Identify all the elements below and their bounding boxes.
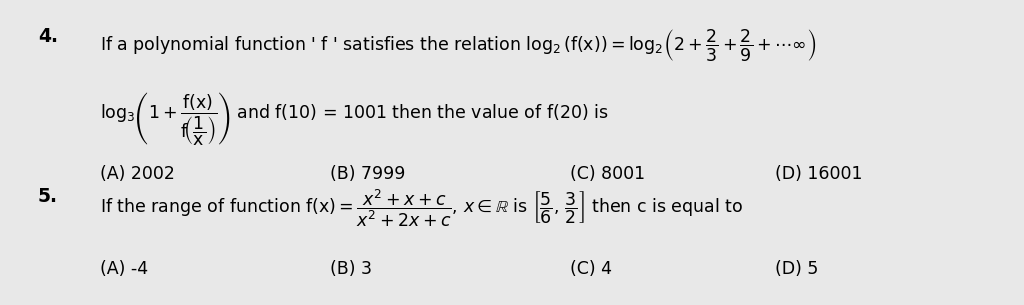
Text: 4.: 4. [38,27,58,46]
Text: (A) -4: (A) -4 [100,260,148,278]
Text: If the range of function $\mathrm{f(x)} = \dfrac{x^2+x+c}{x^2+2x+c}$, $x \in \ma: If the range of function $\mathrm{f(x)} … [100,187,743,229]
Text: If a polynomial function ' f ' satisfies the relation $\log_2\left(\mathrm{f(x)}: If a polynomial function ' f ' satisfies… [100,27,816,63]
Text: 5.: 5. [38,187,58,206]
Text: $\log_3\!\left(1+\dfrac{\mathrm{f(x)}}{\mathrm{f}\!\left(\dfrac{1}{\mathrm{x}}\r: $\log_3\!\left(1+\dfrac{\mathrm{f(x)}}{\… [100,90,608,147]
Text: (A) 2002: (A) 2002 [100,165,175,183]
Text: (D) 5: (D) 5 [775,260,818,278]
Text: (B) 7999: (B) 7999 [330,165,406,183]
Text: (C) 8001: (C) 8001 [570,165,645,183]
Text: (C) 4: (C) 4 [570,260,612,278]
Text: (B) 3: (B) 3 [330,260,372,278]
Text: (D) 16001: (D) 16001 [775,165,862,183]
